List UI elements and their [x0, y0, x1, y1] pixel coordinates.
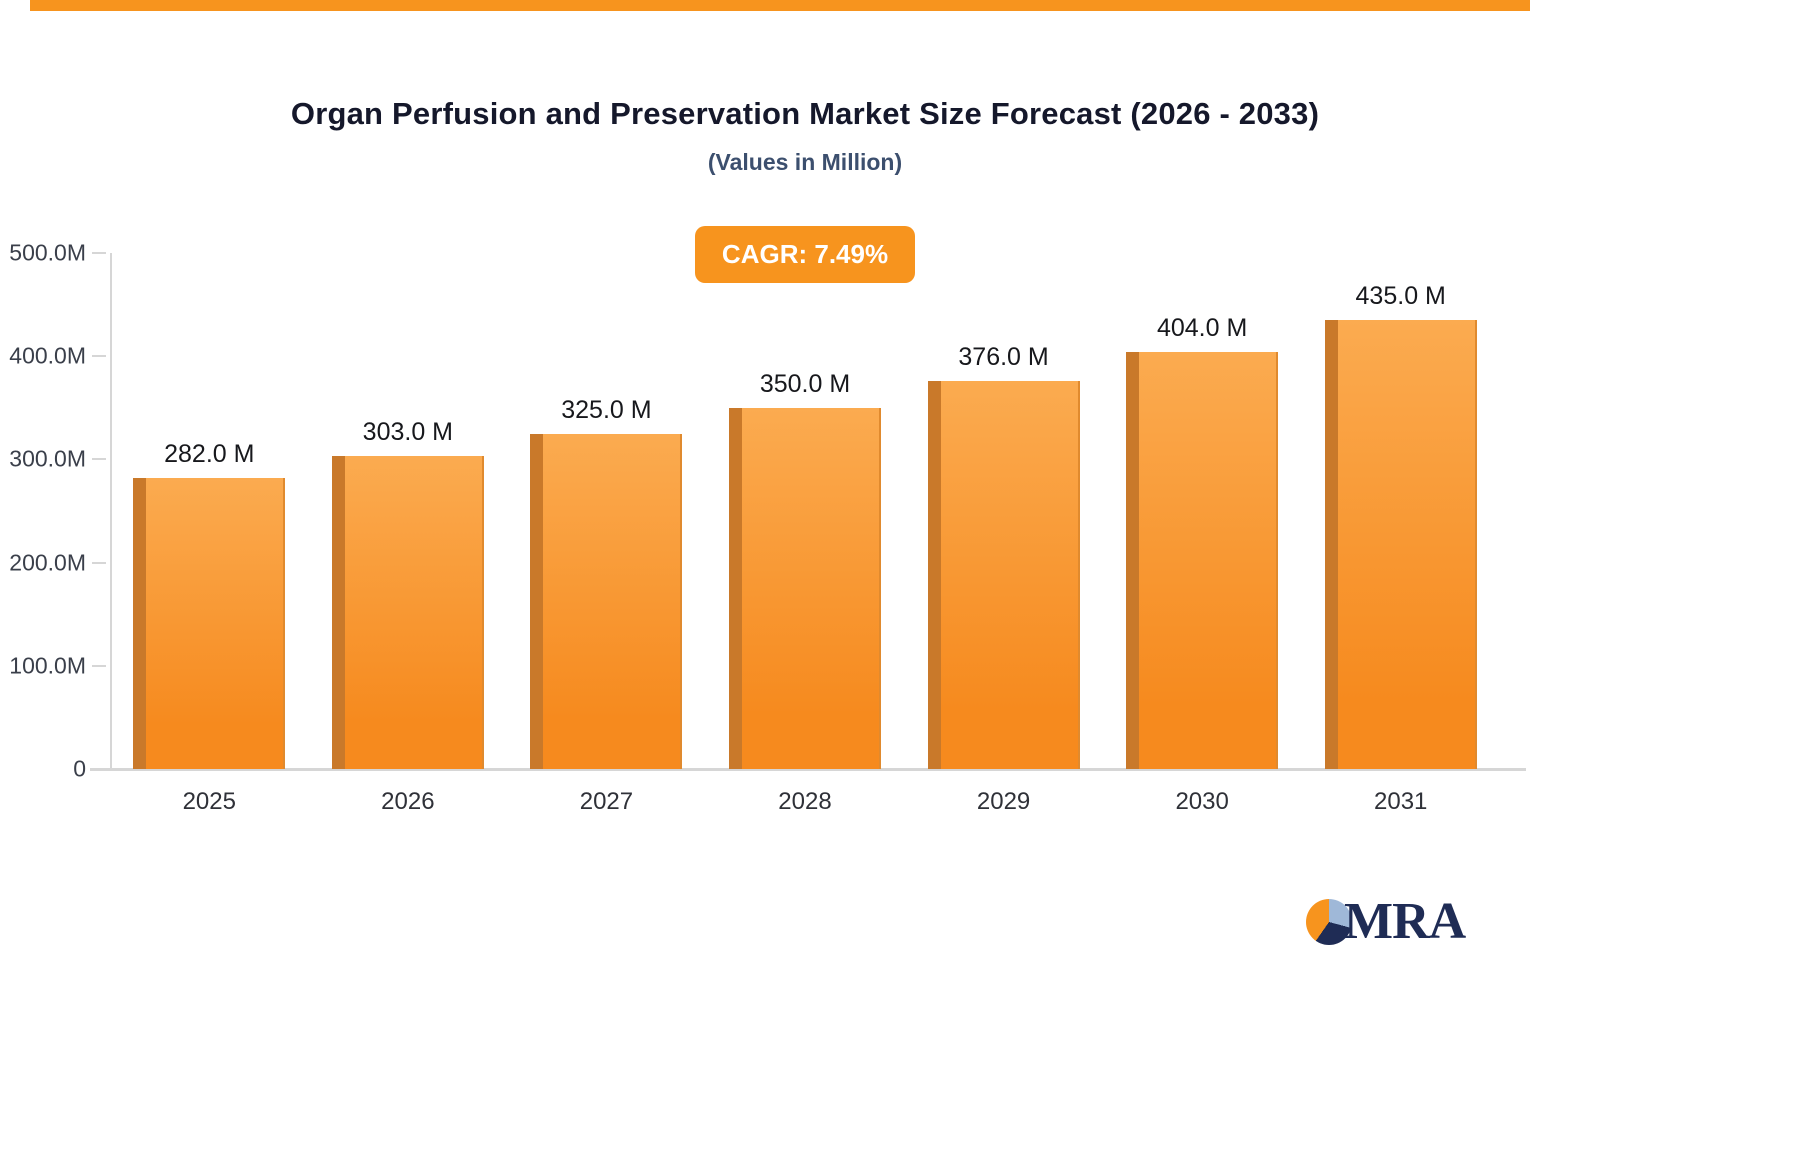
cagr-badge: CAGR: 7.49% — [694, 226, 916, 283]
chart-subtitle: (Values in Million) — [707, 149, 903, 175]
bar-side-shade — [927, 381, 941, 769]
y-axis-tick-label: 200.0M — [9, 549, 86, 576]
mra-logo-text: MRA — [1344, 893, 1466, 950]
bar-value-label: 325.0 M — [561, 396, 652, 424]
x-axis-label-2027: 2027 — [579, 788, 634, 815]
bar-value-label: 282.0 M — [164, 440, 255, 468]
cagr-badge-row: CAGR: 7.49% — [0, 226, 1610, 283]
y-axis-line — [110, 253, 112, 769]
y-axis-tick-label: 500.0M — [9, 239, 86, 266]
mra-logo-icon — [1306, 899, 1352, 945]
chart-title: Organ Perfusion and Preservation Market … — [290, 96, 1320, 131]
bar-side-shade — [1126, 352, 1140, 769]
y-axis-tick-mark — [92, 664, 106, 667]
y-axis-tick-label: 0 — [73, 755, 86, 782]
y-axis-tick-label: 400.0M — [9, 342, 86, 369]
bar-value-label: 435.0 M — [1355, 282, 1446, 310]
bar-2031 — [1324, 320, 1477, 769]
bar-2026 — [331, 456, 484, 769]
bar-face — [1139, 352, 1279, 769]
bar-2030 — [1126, 352, 1279, 769]
bar-2025 — [133, 478, 286, 769]
x-axis-label-2025: 2025 — [182, 788, 236, 815]
bar-side-shade — [530, 434, 544, 769]
bar-face — [742, 408, 881, 769]
bar-face — [1337, 320, 1477, 769]
bar-value-label: 303.0 M — [362, 418, 454, 446]
y-axis-tick-label: 300.0M — [9, 445, 86, 472]
top-accent-bar — [30, 0, 1530, 11]
bar-value-label: 404.0 M — [1156, 314, 1248, 342]
bar-face — [344, 456, 484, 769]
x-axis-label-2030: 2030 — [1175, 788, 1229, 815]
bar-side-shade — [133, 478, 147, 769]
x-axis-line — [90, 768, 1526, 771]
bar-value-label: 350.0 M — [759, 370, 851, 398]
x-axis-label-2028: 2028 — [778, 788, 832, 815]
y-axis-tick-mark — [92, 768, 106, 770]
bar-side-shade — [1324, 320, 1338, 769]
y-axis-tick-mark — [92, 561, 106, 564]
x-axis-label-2031: 2031 — [1374, 788, 1428, 815]
bar-face — [543, 434, 683, 769]
y-axis-tick-mark — [92, 252, 106, 254]
bar-side-shade — [331, 456, 345, 769]
y-axis-tick-mark — [92, 355, 106, 358]
y-axis-tick-mark — [92, 458, 106, 461]
x-axis-label-2029: 2029 — [976, 788, 1031, 815]
bar-face — [940, 381, 1080, 769]
x-axis-label-2026: 2026 — [381, 788, 435, 815]
bar-face — [146, 478, 286, 769]
bar-side-shade — [729, 408, 742, 769]
bar-2027 — [530, 434, 683, 769]
bar-2029 — [927, 381, 1080, 769]
bar-2028 — [729, 408, 881, 769]
y-axis-tick-label: 100.0M — [9, 652, 86, 679]
plot-area: 0 100.0M 200.0M 300.0M 400.0M 500.0M 282.0 M 20… — [0, 240, 1560, 873]
brand-logo: MRA — [1306, 893, 1466, 950]
bar-value-label: 376.0 M — [958, 343, 1049, 371]
